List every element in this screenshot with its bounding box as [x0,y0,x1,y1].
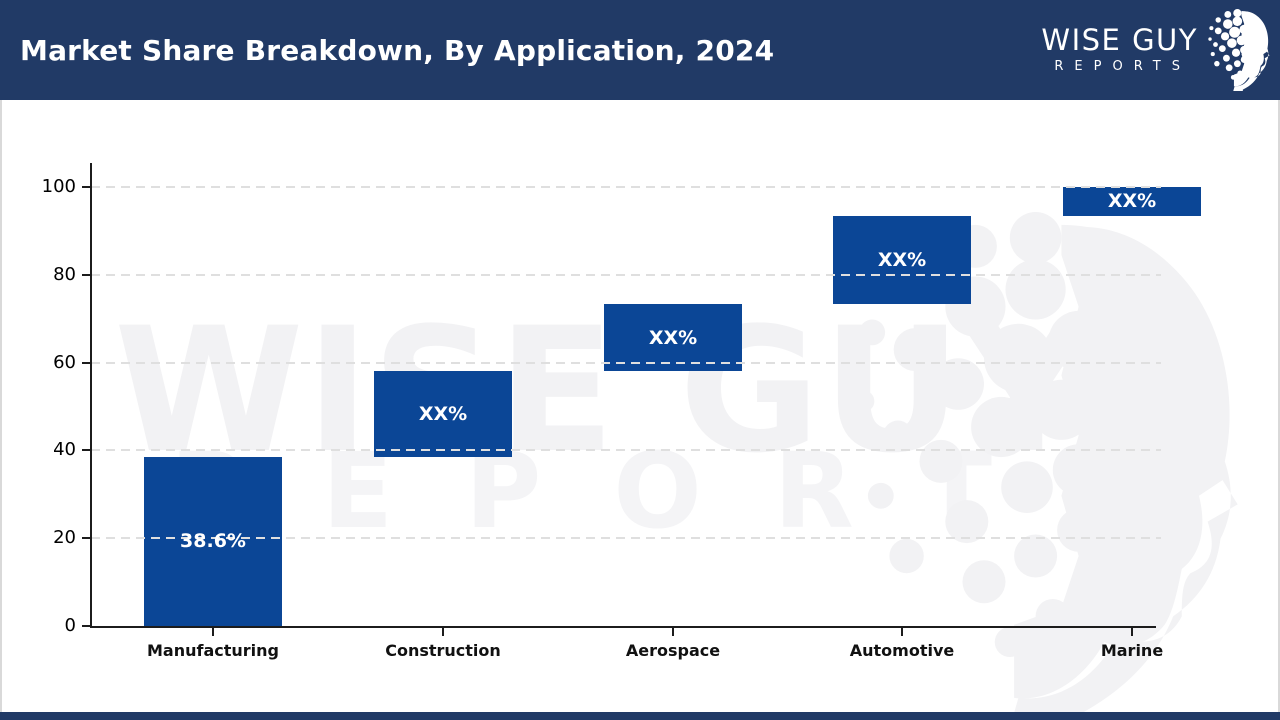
y-tick-label: 100 [41,176,76,197]
x-category-label: Marine [1100,641,1164,660]
y-axis-tick [82,625,90,627]
gridline [91,186,1161,188]
bar [1063,187,1201,216]
x-axis-tick [442,628,444,636]
gridline [91,361,1161,364]
brand-logo: WISE GUY REPORTS [1041,4,1272,96]
brand-logo-text: WISE GUY REPORTS [1041,24,1198,76]
x-axis-spine [90,626,1156,628]
bar-value-label: XX% [648,326,698,349]
bar [374,371,512,457]
bar-value-label: 38.6% [180,530,246,553]
y-axis-tick [82,273,90,276]
y-tick-label: 20 [53,527,76,549]
header-bar: Market Share Breakdown, By Application, … [0,0,1280,100]
brand-subtitle: REPORTS [1054,59,1191,74]
x-axis-tick [672,628,674,636]
chart-area: WISE GUY REPORTS 0 20 40 60 80 100 38. [0,100,1280,720]
gridline [91,273,1161,276]
y-tick-label: 80 [53,263,76,285]
x-category-label: Aerospace [625,641,721,660]
bar-value-label: XX% [877,248,927,271]
y-tick-label: 40 [53,439,76,461]
x-axis-tick [1131,628,1133,636]
gridline [91,449,1161,452]
y-axis-tick [82,537,90,540]
x-category-label: Automotive [849,641,955,660]
x-axis-tick [901,628,903,636]
chart-title: Market Share Breakdown, By Application, … [20,33,775,67]
bar [833,215,971,305]
y-axis-spine [90,162,92,628]
footer-bar [0,712,1280,720]
bar-value-label: XX% [1107,190,1157,213]
y-axis-tick [82,361,90,364]
y-tick-label: 60 [53,351,76,373]
x-category-label: Construction [385,641,501,660]
y-tick-label: 0 [64,615,76,636]
x-category-label: Manufacturing [147,641,279,660]
bar [604,304,742,372]
bar-value-label: XX% [418,402,468,425]
brand-name: WISE GUY [1041,23,1198,57]
y-axis-tick [82,186,90,188]
bar [144,456,282,626]
dotted-profile-head-icon [1208,9,1270,91]
x-axis-tick [212,628,214,636]
gridline [91,537,1161,540]
y-axis-tick [82,449,90,452]
